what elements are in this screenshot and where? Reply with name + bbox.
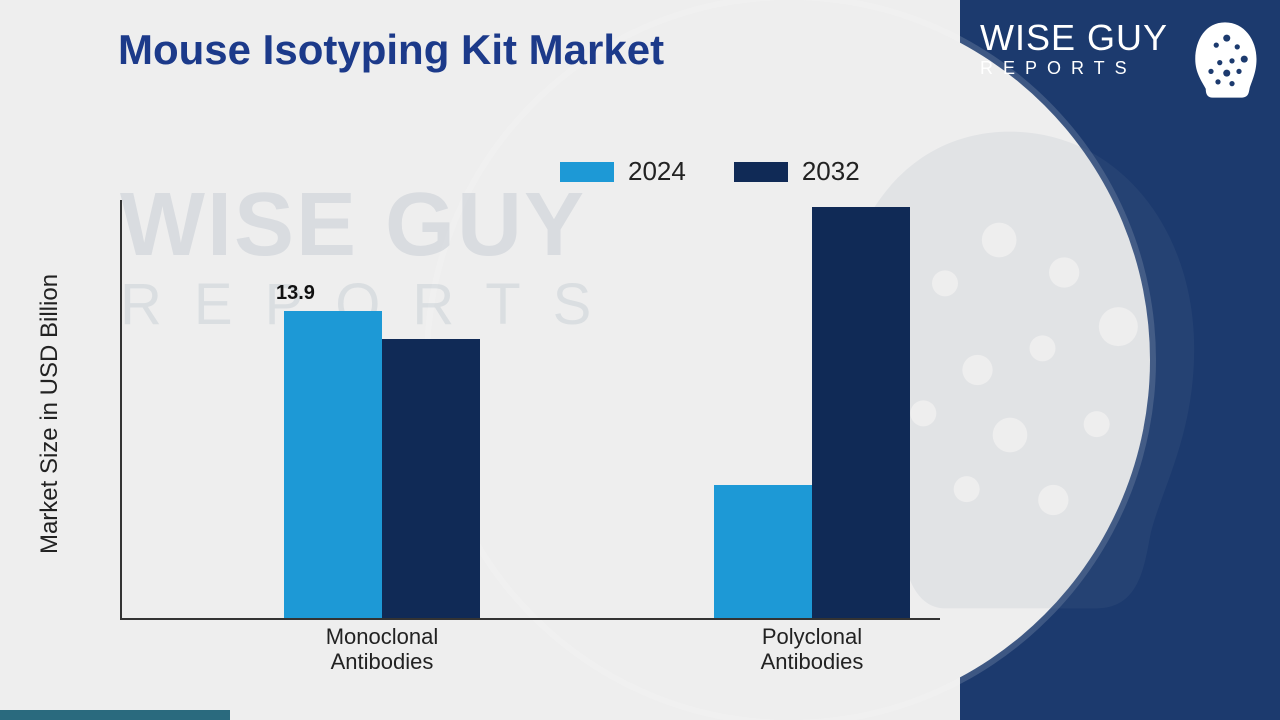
category-label: PolyclonalAntibodies: [692, 624, 932, 675]
bar: [714, 485, 812, 618]
y-axis-label: Market Size in USD Billion: [36, 274, 64, 554]
legend-label-2032: 2032: [802, 156, 860, 187]
chart-canvas: WISE GUY REPORTS WISE GUY REPORTS: [0, 0, 1280, 720]
legend-item-2032: 2032: [734, 156, 860, 187]
bar-value-label: 13.9: [276, 282, 315, 305]
brand-head-icon: [1190, 20, 1260, 100]
brand-name: WISE GUY: [980, 20, 1190, 56]
bottom-accent-bar: [0, 710, 230, 720]
legend: 2024 2032: [560, 156, 860, 187]
chart-title: Mouse Isotyping Kit Market: [118, 26, 664, 74]
category-label: MonoclonalAntibodies: [262, 624, 502, 675]
legend-label-2024: 2024: [628, 156, 686, 187]
bar-group: PolyclonalAntibodies: [702, 207, 922, 618]
legend-swatch-2024: [560, 162, 614, 182]
legend-item-2024: 2024: [560, 156, 686, 187]
bar: [812, 207, 910, 618]
plot-area: 13.9MonoclonalAntibodies PolyclonalAntibo…: [120, 200, 940, 620]
brand-subname: REPORTS: [980, 58, 1190, 79]
bar: [382, 339, 480, 618]
brand-logo: WISE GUY REPORTS: [980, 20, 1260, 100]
bar-group: 13.9MonoclonalAntibodies: [272, 311, 492, 618]
bar: [284, 311, 382, 618]
legend-swatch-2032: [734, 162, 788, 182]
